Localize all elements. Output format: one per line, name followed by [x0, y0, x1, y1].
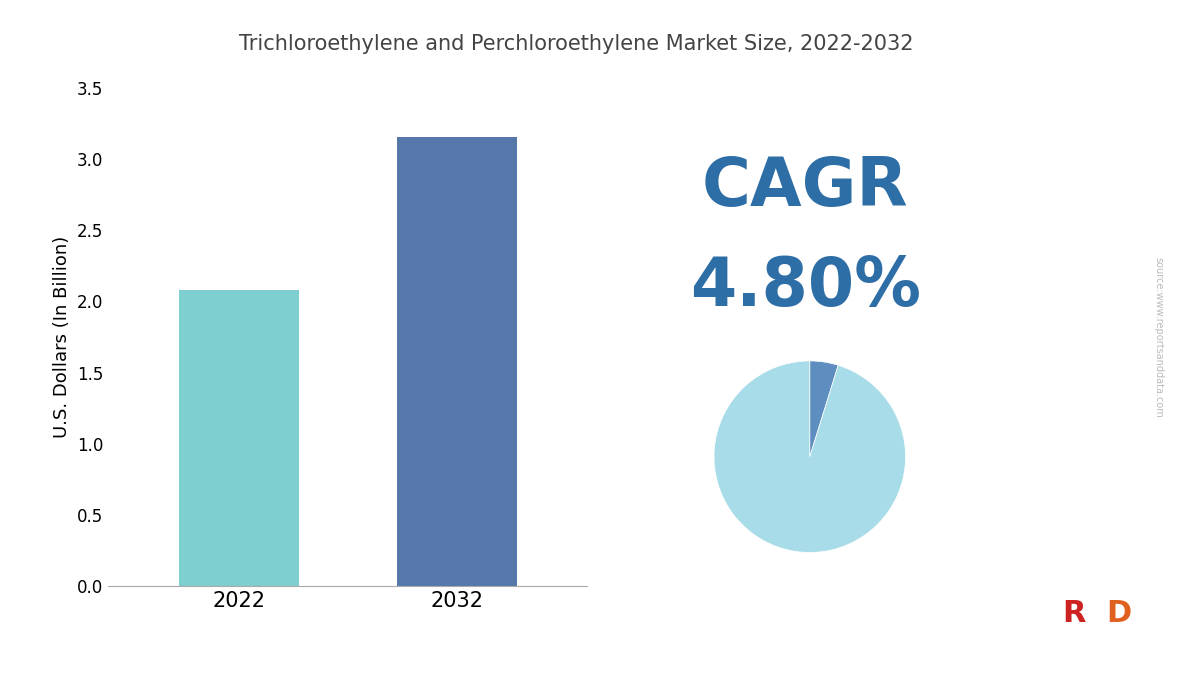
Text: D: D — [1106, 599, 1132, 628]
Y-axis label: U.S. Dollars (In Billion): U.S. Dollars (In Billion) — [53, 236, 71, 438]
Text: source:www.reportsanddata.com: source:www.reportsanddata.com — [1153, 257, 1163, 417]
Bar — [179, 290, 299, 586]
Text: Trichloroethylene and Perchloroethylene Market Size, 2022-2032: Trichloroethylene and Perchloroethylene … — [239, 34, 913, 54]
Text: CAGR: CAGR — [702, 154, 908, 220]
Text: R: R — [1062, 599, 1086, 628]
Bar — [397, 137, 516, 586]
Text: 4.80%: 4.80% — [690, 254, 920, 320]
